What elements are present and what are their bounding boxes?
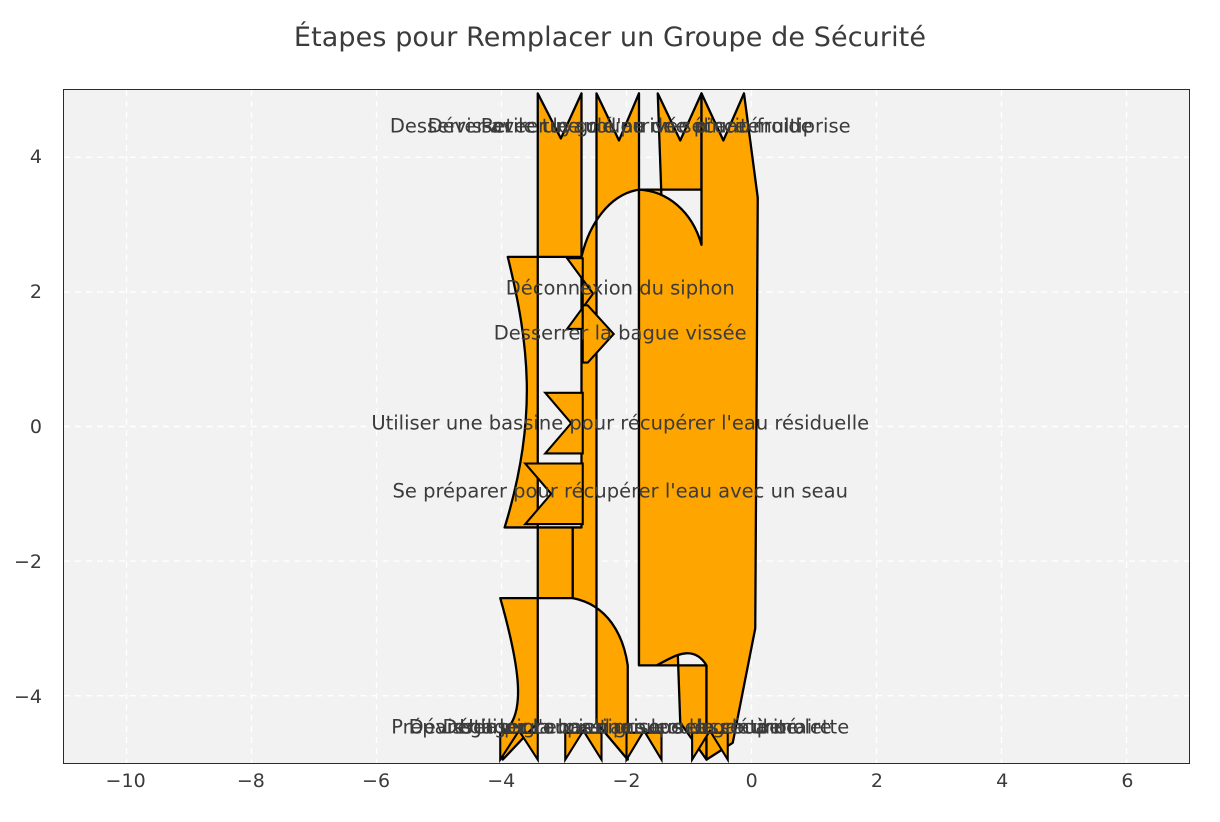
- x-tick-label: −6: [362, 770, 391, 792]
- step-label: Se préparer pour récupérer l'eau avec un…: [392, 478, 848, 502]
- step-label: Déconnexion du siphon: [505, 276, 735, 300]
- y-tick-label: −2: [13, 550, 42, 573]
- plot-area: [63, 89, 1190, 764]
- x-tick-label: 0: [745, 770, 758, 792]
- grid-lines: [64, 90, 1189, 763]
- x-tick-label: 6: [1121, 770, 1134, 792]
- y-tick-label: 4: [29, 145, 42, 168]
- chart-title: Étapes pour Remplacer un Groupe de Sécur…: [293, 22, 927, 53]
- y-axis-tick-labels: 4 2 0 −2 −4: [0, 89, 52, 764]
- step-label: Desserrer avec une clé ou une pince mult…: [389, 114, 851, 138]
- y-tick-label: −4: [13, 685, 42, 708]
- step-label: Utiliser une bassine pour récupérer l'ea…: [371, 411, 870, 435]
- step-label: Desserrer la bague vissée: [493, 321, 747, 345]
- step-label: Dévisser le groupe dans le sens antihora…: [408, 715, 832, 739]
- x-tick-label: −4: [487, 770, 516, 792]
- step-label: Dégager l'ancien groupe de sécurité: [442, 715, 798, 739]
- step-label: Préparer la pince multiprise ou la clé à…: [391, 715, 850, 739]
- funnel-chevron-shapes: [499, 92, 759, 763]
- x-axis-tick-labels: −10 −8 −6 −4 −2 0 2 4 6: [63, 770, 1190, 804]
- step-label: Dévisser le tuyau d'arrivée d'eau froide: [427, 114, 813, 138]
- x-tick-label: 2: [870, 770, 883, 792]
- x-tick-label: −8: [236, 770, 265, 792]
- x-tick-label: 4: [996, 770, 1009, 792]
- step-label: Retirer le groupe de sécurité: [480, 114, 760, 138]
- y-tick-label: 0: [29, 415, 42, 438]
- x-tick-label: −10: [105, 770, 146, 792]
- step-label: Utiliser la bassine sous le groupe: [459, 715, 782, 739]
- x-tick-label: −2: [612, 770, 641, 792]
- y-tick-label: 2: [29, 280, 42, 303]
- step-label-layer: Dévisser le tuyau d'arrivée d'eau froide…: [63, 89, 1190, 764]
